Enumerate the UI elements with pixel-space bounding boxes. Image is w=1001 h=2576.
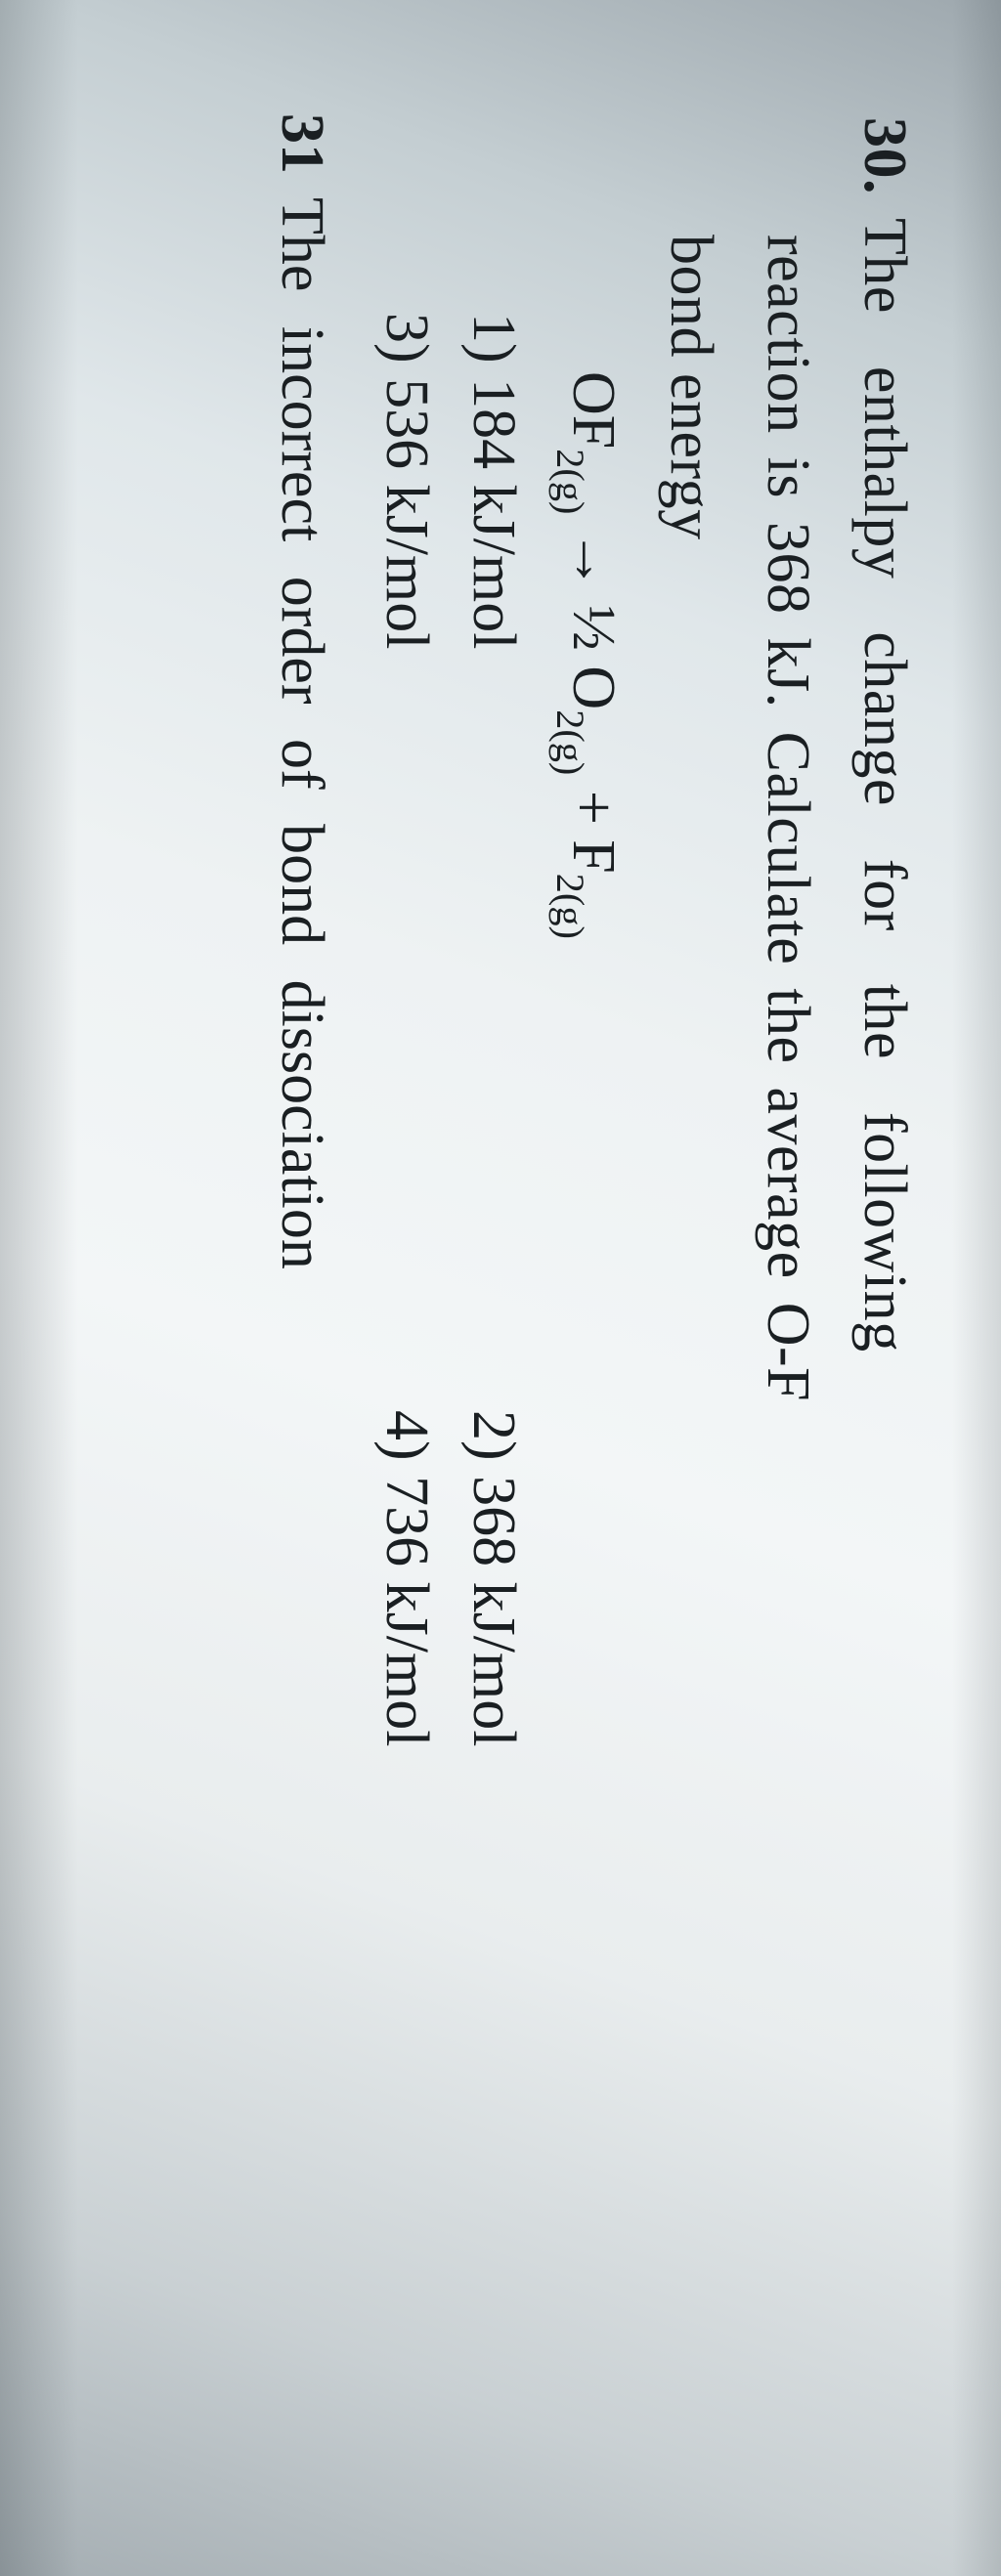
- q30-text-line-1: The enthalpy change for the following: [836, 218, 933, 2488]
- q30-option-2: 2) 368 kJ/mol: [458, 1410, 528, 2429]
- question-30-line-1: 30. The enthalpy change for the followin…: [836, 117, 933, 2488]
- q30-text-line-2: reaction is 368 kJ. Calculate the averag…: [739, 235, 836, 2488]
- q30-option-4: 4) 736 kJ/mol: [371, 1410, 441, 2429]
- q30-option-3: 3) 536 kJ/mol: [371, 313, 441, 1332]
- eq-reactant-sub: 2(g): [548, 449, 592, 514]
- q30-option-1: 1) 184 kJ/mol: [458, 313, 528, 1332]
- eq-prod2-sub: 2(g): [548, 874, 592, 939]
- page-surface: 30. The enthalpy change for the followin…: [0, 0, 1001, 2576]
- question-30-line-2: reaction is 368 kJ. Calculate the averag…: [739, 235, 836, 2488]
- q30-text-line-3: bond energy: [641, 235, 738, 2488]
- eq-prod1: O: [560, 665, 627, 709]
- page-top-shadow: [952, 0, 1001, 2576]
- eq-arrow: →: [560, 514, 627, 605]
- eq-plus: +: [560, 775, 627, 839]
- question-30-line-3: bond energy: [641, 235, 738, 2488]
- q30-equation: OF2(g) → ½ O2(g) + F2(g): [551, 371, 628, 2488]
- eq-prod1-sub: 2(g): [548, 709, 592, 775]
- question-number-31: 31: [267, 113, 336, 174]
- eq-reactant: OF: [560, 371, 627, 449]
- page-bottom-shadow: [0, 0, 78, 2576]
- question-number-30: 30.: [836, 117, 933, 194]
- eq-prod2: F: [560, 839, 627, 873]
- q30-options-grid: 1) 184 kJ/mol 2) 368 kJ/mol 3) 536 kJ/mo…: [371, 313, 528, 2429]
- q31-text-partial: The incorrect order of bond dissociation: [267, 197, 336, 2488]
- eq-half: ½: [560, 605, 627, 665]
- question-31-line-1: 31 The incorrect order of bond dissociat…: [267, 117, 336, 2488]
